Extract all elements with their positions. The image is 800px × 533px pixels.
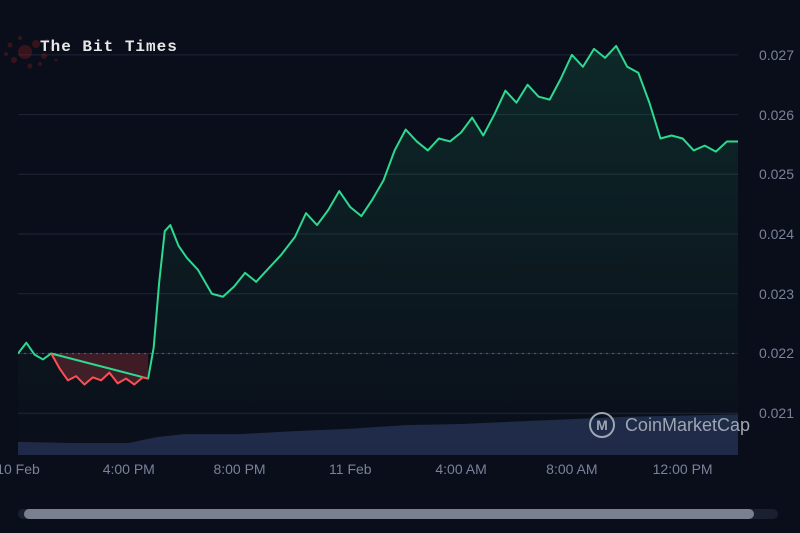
coinmarketcap-logo-icon: M [589,412,615,438]
chart-svg [18,25,738,455]
plot-area[interactable] [18,25,738,455]
x-tick-label: 10 Feb [0,461,40,477]
price-chart: The Bit Times 0.0210.0220.0230.0240.0250… [0,0,800,533]
watermark-text-suffix: it Times [93,38,178,56]
the-bit-times-watermark: The Bit Times [40,38,178,56]
watermark-text-prefix: The [40,38,82,56]
y-tick-label: 0.022 [759,345,794,361]
y-tick-label: 0.027 [759,47,794,63]
y-tick-label: 0.025 [759,166,794,182]
y-tick-label: 0.024 [759,226,794,242]
coinmarketcap-watermark: M CoinMarketCap [589,412,750,438]
logo-letter: M [596,417,608,433]
y-tick-label: 0.021 [759,405,794,421]
coinmarketcap-label: CoinMarketCap [625,415,750,436]
x-tick-label: 11 Feb [329,461,372,477]
time-scrollbar-track[interactable] [18,509,778,519]
y-tick-label: 0.026 [759,107,794,123]
watermark-text-bitsym: B [82,38,93,56]
y-tick-label: 0.023 [759,286,794,302]
x-tick-label: 8:00 AM [546,461,597,477]
x-tick-label: 8:00 PM [213,461,265,477]
x-tick-label: 4:00 PM [103,461,155,477]
y-axis: 0.021 0.022 0.023 0.024 0.025 0.026 0.027 [738,25,794,455]
x-tick-label: 12:00 PM [653,461,713,477]
x-tick-label: 4:00 AM [435,461,486,477]
time-scrollbar-thumb[interactable] [24,509,754,519]
x-axis: 10 Feb4:00 PM8:00 PM11 Feb4:00 AM8:00 AM… [18,461,738,485]
